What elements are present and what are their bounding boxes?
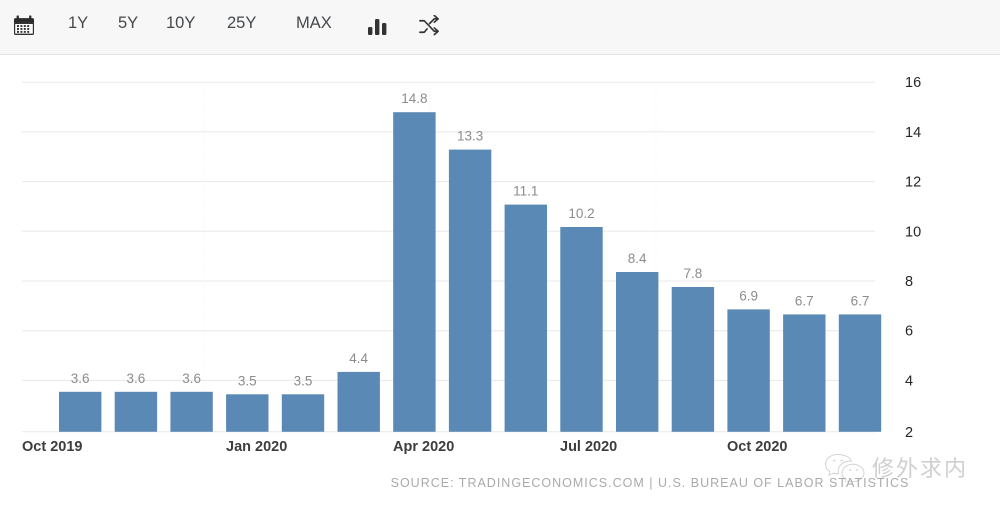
- svg-text:10: 10: [905, 224, 921, 240]
- svg-text:3.6: 3.6: [127, 371, 146, 386]
- svg-text:13.3: 13.3: [457, 129, 483, 144]
- svg-text:3.5: 3.5: [238, 373, 257, 388]
- svg-text:Oct 2019: Oct 2019: [22, 439, 82, 455]
- svg-text:11.1: 11.1: [513, 184, 538, 199]
- svg-text:6.9: 6.9: [739, 288, 758, 303]
- svg-text:7.8: 7.8: [684, 266, 703, 281]
- svg-text:16: 16: [905, 75, 921, 91]
- svg-text:2: 2: [905, 425, 913, 441]
- svg-text:3.5: 3.5: [294, 373, 313, 388]
- svg-text:12: 12: [905, 175, 921, 191]
- svg-text:10.2: 10.2: [568, 206, 594, 221]
- svg-text:3.6: 3.6: [182, 371, 201, 386]
- svg-text:8: 8: [905, 274, 913, 290]
- svg-text:Jan 2020: Jan 2020: [226, 439, 287, 455]
- svg-text:6.7: 6.7: [795, 293, 814, 308]
- svg-text:3.6: 3.6: [71, 371, 90, 386]
- svg-text:14.8: 14.8: [401, 91, 427, 106]
- svg-text:8.4: 8.4: [628, 251, 647, 266]
- svg-text:6.7: 6.7: [851, 293, 870, 308]
- svg-text:Apr 2020: Apr 2020: [393, 439, 454, 455]
- svg-text:Jul 2020: Jul 2020: [560, 439, 617, 455]
- svg-text:4: 4: [905, 373, 913, 389]
- svg-text:6: 6: [905, 324, 913, 340]
- svg-text:4.4: 4.4: [349, 351, 368, 366]
- svg-text:Oct 2020: Oct 2020: [727, 439, 787, 455]
- svg-text:14: 14: [905, 125, 921, 141]
